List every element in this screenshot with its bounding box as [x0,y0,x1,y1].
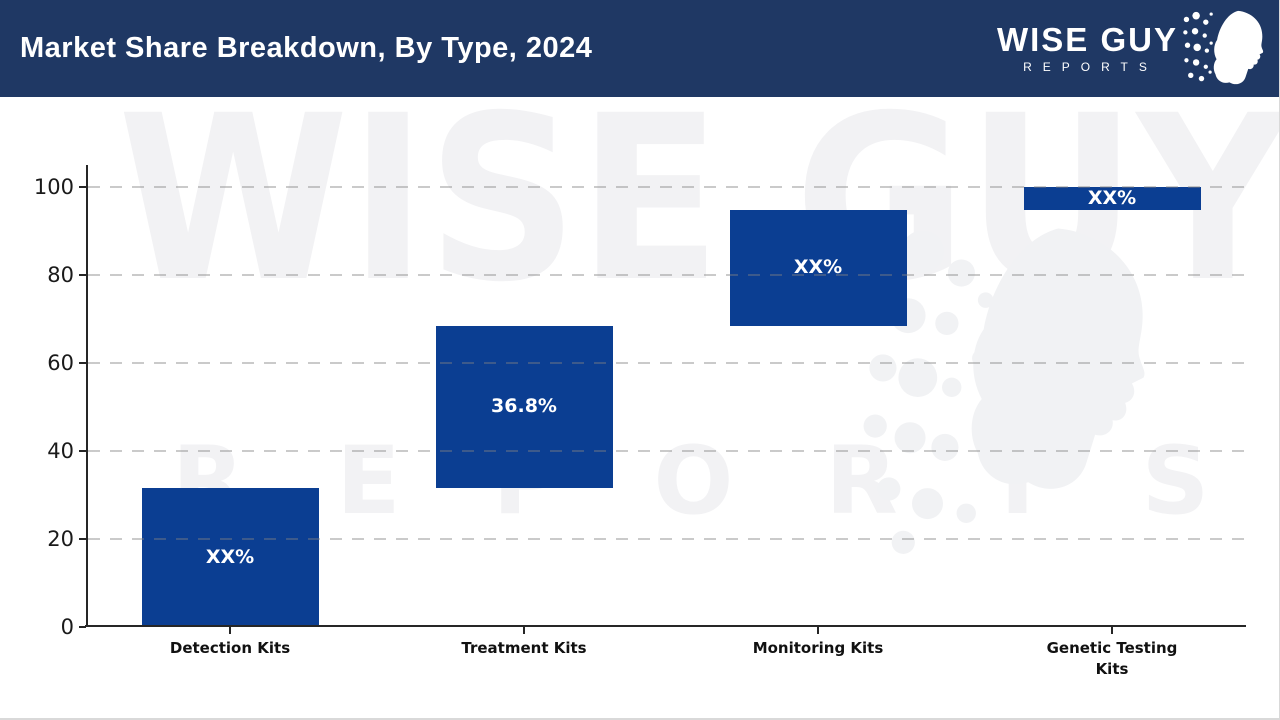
y-axis-line [86,165,88,627]
y-axis-tick-label: 60 [47,351,74,375]
bar-monitoring-kits: XX% [729,209,907,327]
gridline [88,186,1250,188]
wise-guy-reports-logo: WISE GUY REPORTS [997,7,1266,91]
y-axis-tick [79,538,86,540]
bar-value-label: XX% [205,545,255,568]
logo-text: WISE GUY REPORTS [997,23,1178,74]
gridline [88,538,1250,540]
bar-value-label: XX% [793,256,843,279]
chart-title: Market Share Breakdown, By Type, 2024 [20,32,593,64]
y-axis-tick [79,450,86,452]
y-axis-tick [79,362,86,364]
y-axis-tick [79,274,86,276]
x-axis-tick [229,627,231,634]
y-axis-tick-label: 40 [47,439,74,463]
bar-value-label: XX% [1087,186,1137,209]
gridline [88,450,1250,452]
x-axis-tick [1111,627,1113,634]
x-axis-label-genetic-testing-kits: Genetic Testing Kits [1046,639,1178,678]
gridline [88,274,1250,276]
logo-wordmark: WISE GUY [996,21,1178,58]
x-axis-tick [817,627,819,634]
bar-detection-kits: XX% [141,487,319,627]
bar-genetic-testing-kits: XX% [1023,186,1201,210]
y-axis-tick-label: 0 [60,615,74,639]
logo-face-icon [1183,10,1264,84]
bar-treatment-kits: 36.8% [435,326,613,488]
x-axis-label-treatment-kits: Treatment Kits [461,639,587,657]
y-axis-tick-label: 100 [33,175,74,199]
logo-subtitle: REPORTS [1023,60,1158,74]
x-axis-line [85,625,1246,627]
x-axis-label-detection-kits: Detection Kits [169,639,291,657]
y-axis-tick [79,186,86,188]
waterfall-chart: WISE GUY REPORTS 0 20 40 60 80 100 XX% Detectio… [0,85,1279,718]
gridline [88,362,1250,364]
y-axis-tick [79,626,86,628]
y-axis-tick-label: 20 [47,527,74,551]
x-axis-label-monitoring-kits: Monitoring Kits [752,639,884,657]
bar-value-label: 36.8% [491,395,557,418]
y-axis-tick-label: 80 [47,263,74,287]
x-axis-tick [523,627,525,634]
header-bar: Market Share Breakdown, By Type, 2024 WI… [0,0,1279,97]
